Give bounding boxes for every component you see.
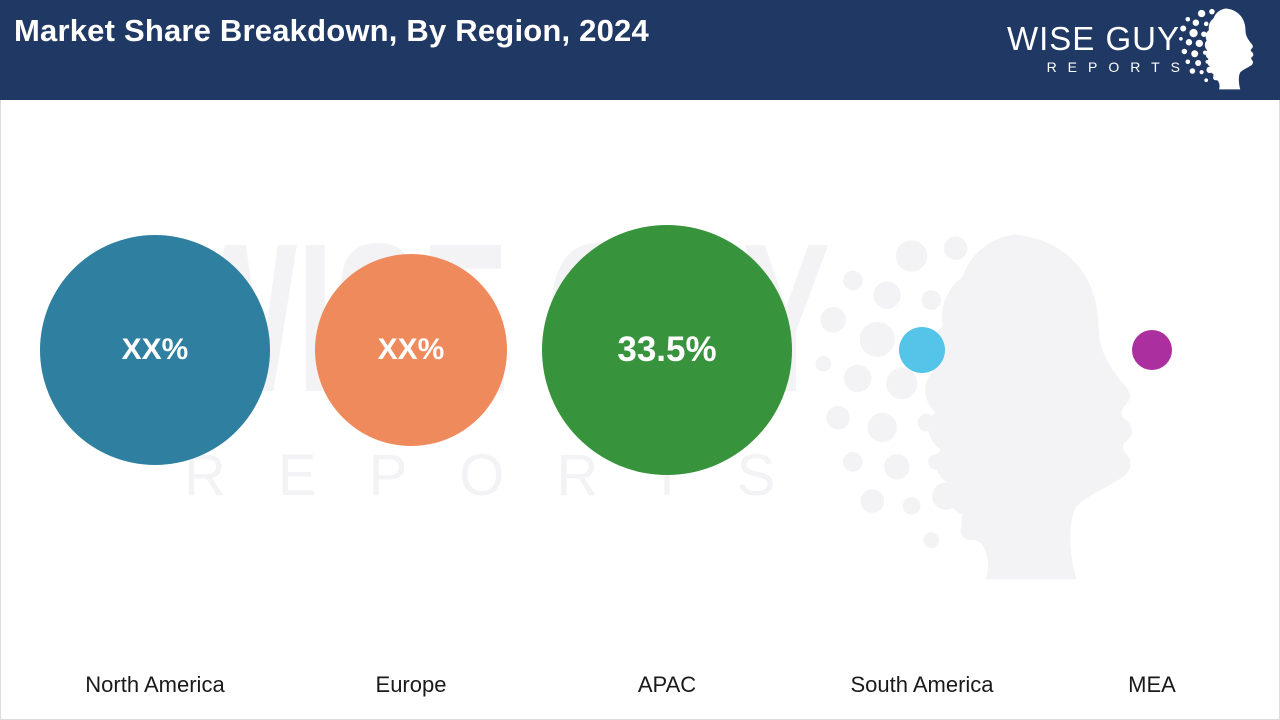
brand-subtitle: REPORTS: [1046, 59, 1191, 75]
bubble-south-america[interactable]: [899, 327, 945, 373]
bubble-value-label: XX%: [121, 333, 189, 366]
bubble-value-label: XX%: [377, 333, 445, 366]
bubble-value-label: 33.5%: [617, 330, 717, 369]
bubble-europe[interactable]: XX%: [315, 254, 507, 446]
category-label-mea: MEA: [1128, 672, 1176, 697]
brand-head-icon: [1174, 6, 1266, 90]
category-label-apac: APAC: [637, 672, 697, 697]
watermark-head-icon: [794, 223, 1186, 583]
bubble-north-america[interactable]: XX%: [40, 235, 270, 465]
category-label-north-america: North America: [85, 672, 225, 697]
category-label-south-america: South America: [850, 672, 994, 697]
brand-logo-text: WISE GUY REPORTS: [1006, 20, 1180, 76]
page-title: Market Share Breakdown, By Region, 2024: [14, 13, 649, 48]
brand-logo: WISE GUY REPORTS: [1007, 6, 1266, 90]
bubble-apac[interactable]: 33.5%: [542, 225, 792, 475]
bubble-mea[interactable]: [1132, 330, 1172, 370]
brand-name: WISE GUY: [1006, 20, 1180, 57]
category-label-europe: Europe: [375, 672, 447, 697]
chart-canvas: WISE GUY REPORTS XX%North AmericaXX%Euro…: [0, 100, 1280, 720]
header-bar: Market Share Breakdown, By Region, 2024 …: [0, 0, 1280, 100]
